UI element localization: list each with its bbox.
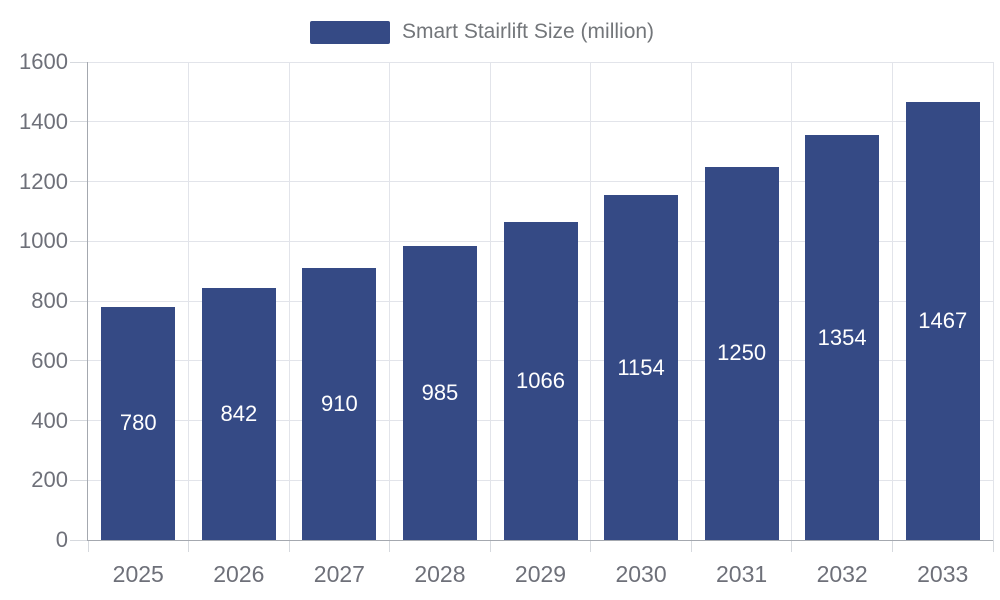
bar-value-label: 985 xyxy=(421,379,459,405)
gridline-horizontal xyxy=(88,61,993,63)
bar-value-label: 1467 xyxy=(918,307,968,333)
x-axis-tick xyxy=(188,540,190,552)
bar xyxy=(302,268,377,540)
x-axis-tick xyxy=(690,540,692,552)
y-axis-line xyxy=(87,62,88,540)
y-axis-tick xyxy=(70,181,88,182)
y-axis-tick xyxy=(70,61,88,63)
bar-value-label: 1250 xyxy=(717,340,767,366)
bar-value-label: 780 xyxy=(119,410,157,436)
x-axis-label: 2026 xyxy=(213,561,265,587)
y-axis-tick xyxy=(70,300,88,302)
gridline-vertical xyxy=(791,62,793,540)
x-axis-tick xyxy=(992,540,994,552)
x-axis-line xyxy=(87,540,993,541)
y-axis-label: 200 xyxy=(31,467,68,493)
y-axis-label: 600 xyxy=(31,347,68,373)
x-axis-label: 2027 xyxy=(313,561,365,587)
x-axis-tick xyxy=(288,540,290,552)
x-axis-label: 2033 xyxy=(917,561,969,587)
y-axis-tick xyxy=(70,539,88,541)
gridline-horizontal xyxy=(88,181,993,182)
gridline-vertical xyxy=(690,62,692,540)
x-axis-tick xyxy=(891,540,893,552)
bar xyxy=(201,288,276,540)
legend-label: Smart Stairlift Size (million) xyxy=(402,20,655,43)
x-axis-tick xyxy=(791,540,793,552)
gridline-vertical xyxy=(288,62,290,540)
bar xyxy=(805,135,880,540)
gridline-vertical xyxy=(992,62,994,540)
y-axis-tick xyxy=(70,360,88,362)
y-axis-label: 1200 xyxy=(19,168,68,194)
gridline-vertical xyxy=(891,62,893,540)
y-axis-label: 1400 xyxy=(19,108,68,134)
bar xyxy=(704,166,779,540)
x-axis-tick xyxy=(489,540,491,552)
bar-value-label: 1354 xyxy=(817,324,867,350)
bar xyxy=(402,245,477,540)
x-axis-label: 2028 xyxy=(414,561,466,587)
y-axis-label: 800 xyxy=(31,288,68,313)
bar-value-label: 842 xyxy=(220,401,258,427)
x-axis-label: 2029 xyxy=(514,561,567,587)
x-axis-tick xyxy=(389,540,391,552)
y-axis-label: 1000 xyxy=(19,228,68,254)
x-axis-label: 2030 xyxy=(615,561,667,587)
x-axis-label: 2031 xyxy=(716,561,768,587)
bar-value-label: 910 xyxy=(321,391,358,417)
y-axis-label: 1600 xyxy=(19,49,68,74)
x-axis-tick xyxy=(590,540,592,552)
bar xyxy=(503,221,578,540)
x-axis-label: 2025 xyxy=(112,561,164,587)
y-axis-tick xyxy=(70,121,88,123)
bar xyxy=(101,306,176,540)
gridline-vertical xyxy=(489,62,491,540)
legend-item[interactable]: Smart Stairlift Size (million) xyxy=(310,20,654,44)
gridline-vertical xyxy=(188,62,190,540)
y-axis-tick xyxy=(70,420,88,421)
x-axis-tick xyxy=(87,540,89,552)
y-axis-tick xyxy=(70,240,88,242)
x-axis-label: 2032 xyxy=(816,561,868,587)
y-axis-label: 0 xyxy=(55,527,68,552)
gridline-vertical xyxy=(590,62,592,540)
bar-value-label: 1066 xyxy=(516,367,565,393)
y-axis-label: 400 xyxy=(31,407,68,433)
y-axis-tick xyxy=(70,479,88,481)
gridline-vertical xyxy=(389,62,391,540)
legend-swatch xyxy=(310,20,390,44)
bar-value-label: 1154 xyxy=(617,354,665,380)
bar xyxy=(604,195,679,540)
bar xyxy=(905,101,980,540)
gridline-horizontal xyxy=(88,121,993,123)
